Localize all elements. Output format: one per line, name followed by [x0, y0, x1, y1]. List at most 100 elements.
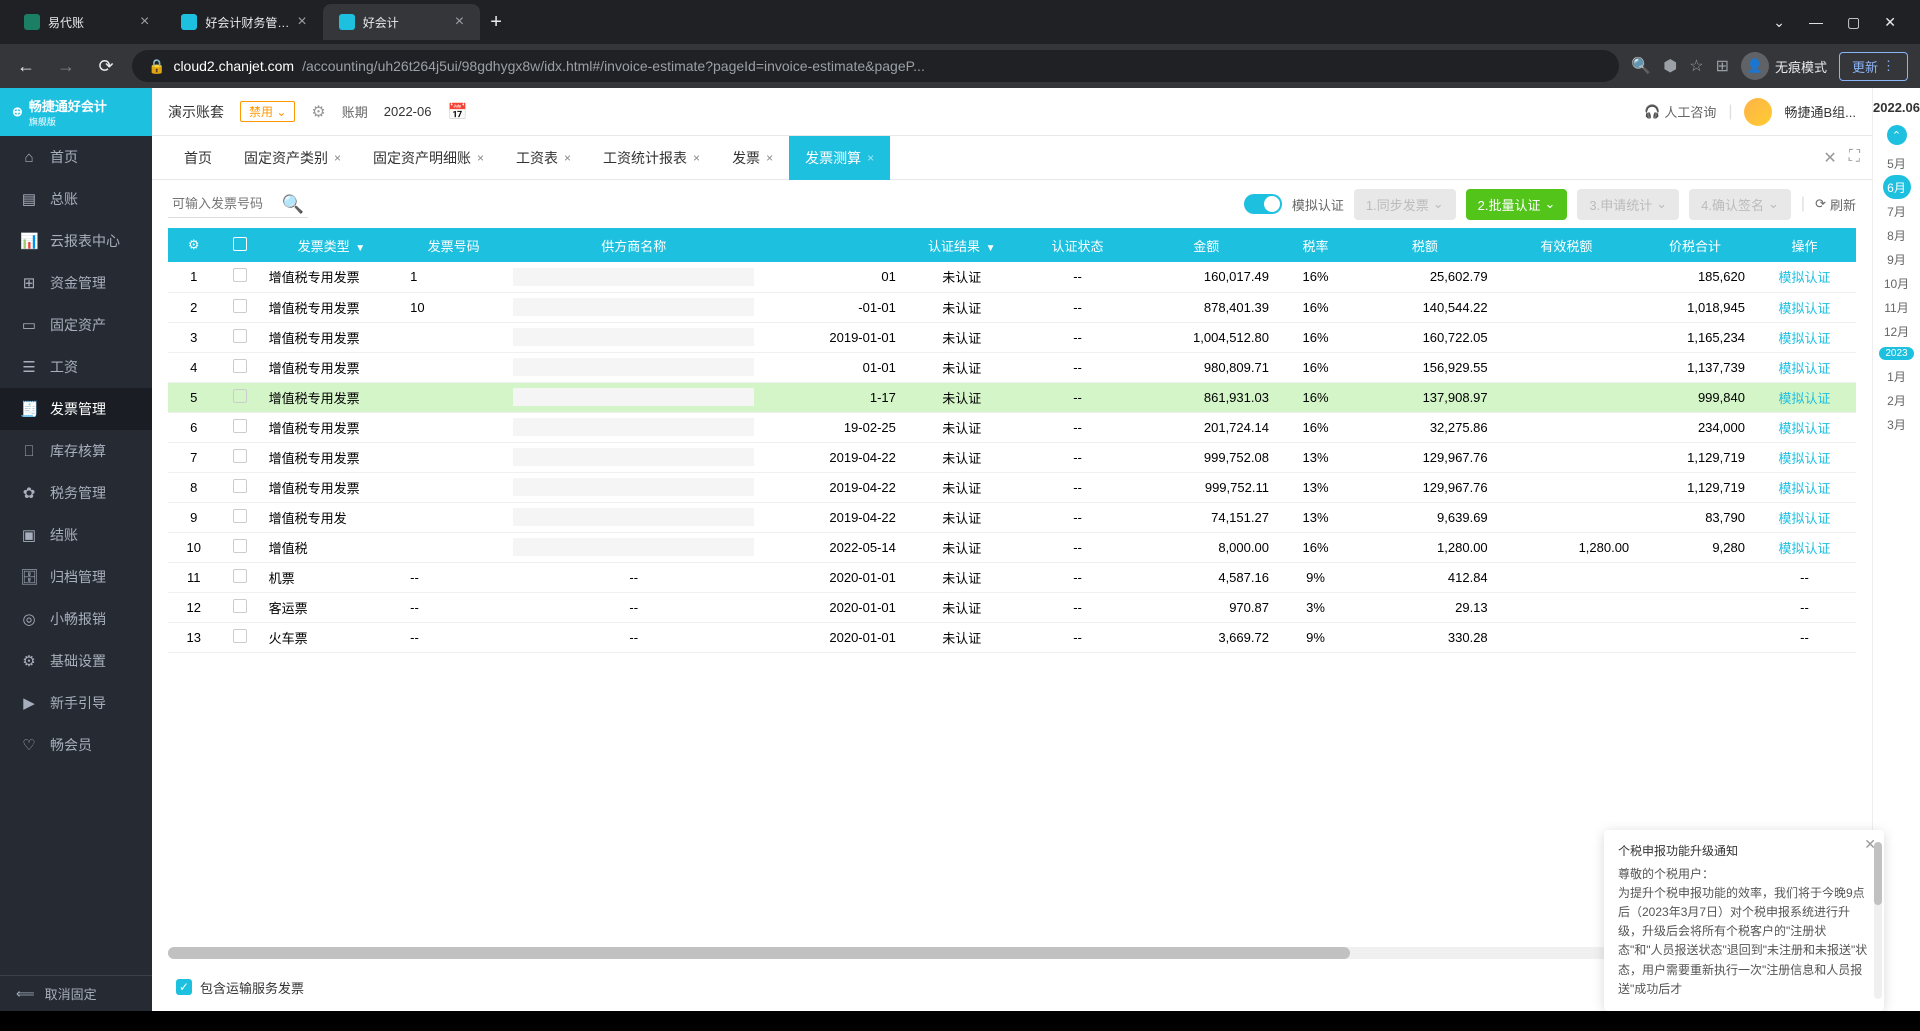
- horizontal-scrollbar[interactable]: [168, 947, 1856, 959]
- nav-item[interactable]: 🗄归档管理: [0, 556, 152, 598]
- chevron-down-icon[interactable]: ▼: [355, 243, 365, 254]
- zoom-icon[interactable]: 🔍: [1631, 56, 1651, 76]
- new-tab-button[interactable]: +: [480, 6, 512, 38]
- row-checkbox[interactable]: [233, 419, 247, 433]
- page-tab[interactable]: 发票测算×: [789, 136, 890, 180]
- nav-item[interactable]: ♡畅会员: [0, 724, 152, 766]
- table-header[interactable]: 有效税额: [1496, 228, 1638, 262]
- row-checkbox[interactable]: [233, 359, 247, 373]
- nav-item[interactable]: ▣结账: [0, 514, 152, 556]
- chevron-down-icon[interactable]: ▼: [986, 243, 996, 254]
- table-row[interactable]: 7 增值税专用发票 2019-04-22 未认证 -- 999,752.08 1…: [168, 442, 1856, 472]
- nav-back[interactable]: ←: [12, 56, 40, 77]
- table-header[interactable]: 价税合计: [1637, 228, 1753, 262]
- rail-month[interactable]: 1月: [1883, 364, 1911, 388]
- step-button[interactable]: 1.同步发票⌄: [1354, 189, 1456, 220]
- window-minimize[interactable]: —: [1809, 14, 1823, 31]
- simulate-action-link[interactable]: 模拟认证: [1778, 391, 1830, 406]
- user-avatar[interactable]: [1744, 98, 1772, 126]
- table-header[interactable]: 税率: [1277, 228, 1354, 262]
- table-row[interactable]: 10 增值税 2022-05-14 未认证 -- 8,000.00 16% 1,…: [168, 532, 1856, 562]
- disable-badge[interactable]: 禁用 ⌄: [240, 101, 295, 122]
- period-value[interactable]: 2022-06: [384, 104, 432, 119]
- footer-checkbox[interactable]: ✓: [176, 979, 192, 995]
- rail-month[interactable]: 8月: [1883, 223, 1911, 247]
- row-checkbox[interactable]: [233, 629, 247, 643]
- nav-item[interactable]: ▭固定资产: [0, 304, 152, 346]
- tab-close-icon[interactable]: ×: [455, 13, 464, 31]
- page-tab[interactable]: 固定资产类别×: [228, 136, 357, 180]
- simulate-action-link[interactable]: 模拟认证: [1778, 361, 1830, 376]
- nav-item[interactable]: ▤总账: [0, 178, 152, 220]
- table-header[interactable]: ⚙: [168, 228, 219, 262]
- calendar-icon[interactable]: 📅: [447, 102, 467, 122]
- close-all-icon[interactable]: ✕: [1823, 148, 1836, 168]
- support-link[interactable]: 🎧 人工咨询: [1644, 102, 1716, 121]
- table-header[interactable]: 发票号码: [402, 228, 505, 262]
- rail-month[interactable]: 11月: [1883, 295, 1911, 319]
- gear-icon[interactable]: ⚙: [188, 237, 200, 252]
- table-row[interactable]: 1 增值税专用发票 1 01 未认证 -- 160,017.49 16% 25,…: [168, 262, 1856, 292]
- settings-icon[interactable]: ⚙: [311, 102, 325, 122]
- table-row[interactable]: 12 客运票 -- -- 2020-01-01 未认证 -- 970.87 3%…: [168, 592, 1856, 622]
- table-row[interactable]: 4 增值税专用发票 01-01 未认证 -- 980,809.71 16% 15…: [168, 352, 1856, 382]
- table-row[interactable]: 9 增值税专用发 2019-04-22 未认证 -- 74,151.27 13%…: [168, 502, 1856, 532]
- update-button[interactable]: 更新⋮: [1839, 52, 1908, 81]
- tab-close-icon[interactable]: ×: [297, 13, 306, 31]
- logo[interactable]: ⊕ 畅捷通好会计 旗舰版: [0, 88, 152, 136]
- window-close[interactable]: ✕: [1884, 14, 1896, 31]
- pin-toggle[interactable]: ⟸ 取消固定: [0, 975, 152, 1011]
- simulate-action-link[interactable]: 模拟认证: [1778, 331, 1830, 346]
- fullscreen-icon[interactable]: ⛶: [1849, 148, 1860, 168]
- page-tab[interactable]: 工资表×: [500, 136, 587, 180]
- rail-month[interactable]: 7月: [1883, 199, 1911, 223]
- step-button[interactable]: 3.申请统计⌄: [1577, 189, 1679, 220]
- page-tab-close-icon[interactable]: ×: [477, 151, 484, 165]
- table-header[interactable]: [219, 228, 260, 262]
- nav-reload[interactable]: ⟳: [92, 56, 120, 77]
- row-checkbox[interactable]: [233, 449, 247, 463]
- page-tab-close-icon[interactable]: ×: [334, 151, 341, 165]
- page-tab-close-icon[interactable]: ×: [693, 151, 700, 165]
- nav-forward[interactable]: →: [52, 56, 80, 77]
- rail-month[interactable]: 6月: [1883, 175, 1911, 199]
- window-maximize[interactable]: ▢: [1847, 14, 1860, 31]
- rail-month[interactable]: 3月: [1883, 412, 1911, 436]
- nav-item[interactable]: ✿税务管理: [0, 472, 152, 514]
- rail-month[interactable]: 10月: [1883, 271, 1911, 295]
- table-row[interactable]: 13 火车票 -- -- 2020-01-01 未认证 -- 3,669.72 …: [168, 622, 1856, 652]
- row-checkbox[interactable]: [233, 479, 247, 493]
- row-checkbox[interactable]: [233, 569, 247, 583]
- page-tab[interactable]: 发票×: [716, 136, 789, 180]
- nav-item[interactable]: ◎小畅报销: [0, 598, 152, 640]
- browser-tab[interactable]: 易代账×: [8, 4, 165, 40]
- table-header[interactable]: 操作: [1753, 228, 1856, 262]
- account-name[interactable]: 演示账套: [168, 102, 224, 122]
- table-header[interactable]: 税额: [1354, 228, 1496, 262]
- table-header[interactable]: 供方商名称: [505, 228, 762, 262]
- simulate-action-link[interactable]: 模拟认证: [1778, 541, 1830, 556]
- rail-month[interactable]: 12月: [1883, 319, 1911, 343]
- puzzle-icon[interactable]: ⊞: [1716, 56, 1729, 76]
- table-header[interactable]: 发票类型 ▼: [261, 228, 403, 262]
- simulate-action-link[interactable]: 模拟认证: [1778, 481, 1830, 496]
- rail-up-button[interactable]: ⌃: [1887, 125, 1907, 145]
- select-all-checkbox[interactable]: [233, 237, 247, 251]
- nav-item[interactable]: 🧾发票管理: [0, 388, 152, 430]
- simulate-action-link[interactable]: 模拟认证: [1778, 270, 1830, 285]
- table-row[interactable]: 2 增值税专用发票 10 -01-01 未认证 -- 878,401.39 16…: [168, 292, 1856, 322]
- nav-item[interactable]: ⎕库存核算: [0, 430, 152, 472]
- nav-item[interactable]: ⌂首页: [0, 136, 152, 178]
- simulate-action-link[interactable]: 模拟认证: [1778, 301, 1830, 316]
- table-row[interactable]: 6 增值税专用发票 19-02-25 未认证 -- 201,724.14 16%…: [168, 412, 1856, 442]
- table-header[interactable]: 金额: [1135, 228, 1277, 262]
- step-button[interactable]: 2.批量认证⌄: [1466, 189, 1568, 220]
- simulate-action-link[interactable]: 模拟认证: [1778, 511, 1830, 526]
- bookmark-icon[interactable]: ☆: [1689, 56, 1703, 76]
- table-header[interactable]: [762, 228, 904, 262]
- tab-close-icon[interactable]: ×: [140, 13, 149, 31]
- table-header[interactable]: 认证结果 ▼: [904, 228, 1020, 262]
- window-dropdown[interactable]: ⌄: [1773, 14, 1785, 31]
- simulate-toggle[interactable]: [1244, 194, 1282, 214]
- extension-icon[interactable]: ⬢: [1663, 56, 1677, 76]
